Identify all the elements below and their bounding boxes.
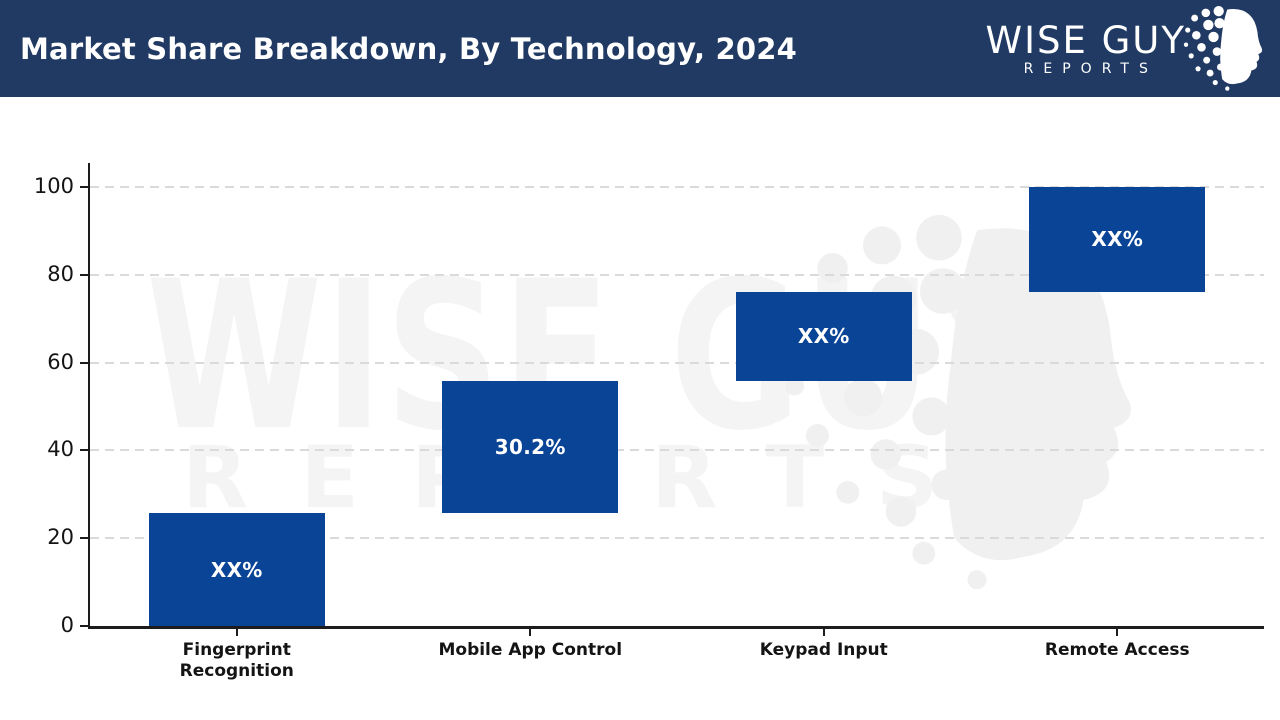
- bar-value-label: XX%: [797, 324, 850, 349]
- chart-area: WISE GUY REPORTS 020406080100XX%Fingerpr…: [0, 97, 1280, 714]
- bar-segment: 30.2%: [442, 380, 619, 514]
- x-tick-mark: [529, 629, 532, 636]
- y-tick-label-100: 100: [33, 174, 74, 199]
- x-category-label: Keypad Input: [759, 640, 888, 660]
- y-tick-mark-0: [80, 625, 88, 627]
- y-tick-mark-80: [80, 273, 88, 276]
- y-tick-label-60: 60: [47, 349, 74, 374]
- wise-guy-reports-logo: WISE GUY REPORTS: [986, 5, 1280, 92]
- logo-wordmark: WISE GUY: [985, 18, 1186, 62]
- gridline-y20: [90, 537, 1264, 540]
- y-tick-label-0: 0: [60, 613, 74, 637]
- plot-area: 0 20 40 60 80 100 XX% Fingerprint Recognition 30…: [34, 163, 1264, 681]
- bar-segment: XX%: [1029, 187, 1206, 292]
- y-tick-mark-40: [80, 449, 88, 452]
- gridline-y80: [90, 273, 1264, 276]
- x-category-label: Fingerprint Recognition: [179, 640, 294, 682]
- gridline-y60: [90, 361, 1264, 364]
- y-tick-label-80: 80: [47, 261, 74, 286]
- logo-text: WISE GUY REPORTS: [986, 22, 1186, 76]
- bar-segment: XX%: [735, 291, 912, 381]
- bar-value-label: XX%: [1091, 227, 1144, 252]
- logo-subtitle: REPORTS: [1023, 60, 1158, 77]
- y-tick-mark-100: [80, 186, 88, 189]
- x-tick-mark: [235, 629, 238, 636]
- chart-title: Market Share Breakdown, By Technology, 2…: [20, 31, 798, 66]
- header-bar: Market Share Breakdown, By Technology, 2…: [0, 0, 1280, 97]
- bar-segment: XX%: [148, 513, 325, 626]
- y-tick-mark-20: [80, 537, 88, 540]
- x-category-label: Remote Access: [1044, 640, 1190, 660]
- y-tick-label-20: 20: [47, 525, 74, 550]
- head-profile-dots-icon: [1183, 5, 1263, 91]
- y-tick-label-40: 40: [47, 437, 74, 462]
- bar-value-label: 30.2%: [494, 434, 566, 459]
- x-tick-mark: [822, 629, 825, 636]
- bar-value-label: XX%: [210, 557, 263, 582]
- x-category-label: Mobile App Control: [438, 640, 623, 660]
- x-tick-mark: [1116, 629, 1119, 636]
- gridline-y40: [90, 449, 1264, 452]
- y-tick-mark-60: [80, 361, 88, 364]
- gridline-y100: [90, 186, 1264, 189]
